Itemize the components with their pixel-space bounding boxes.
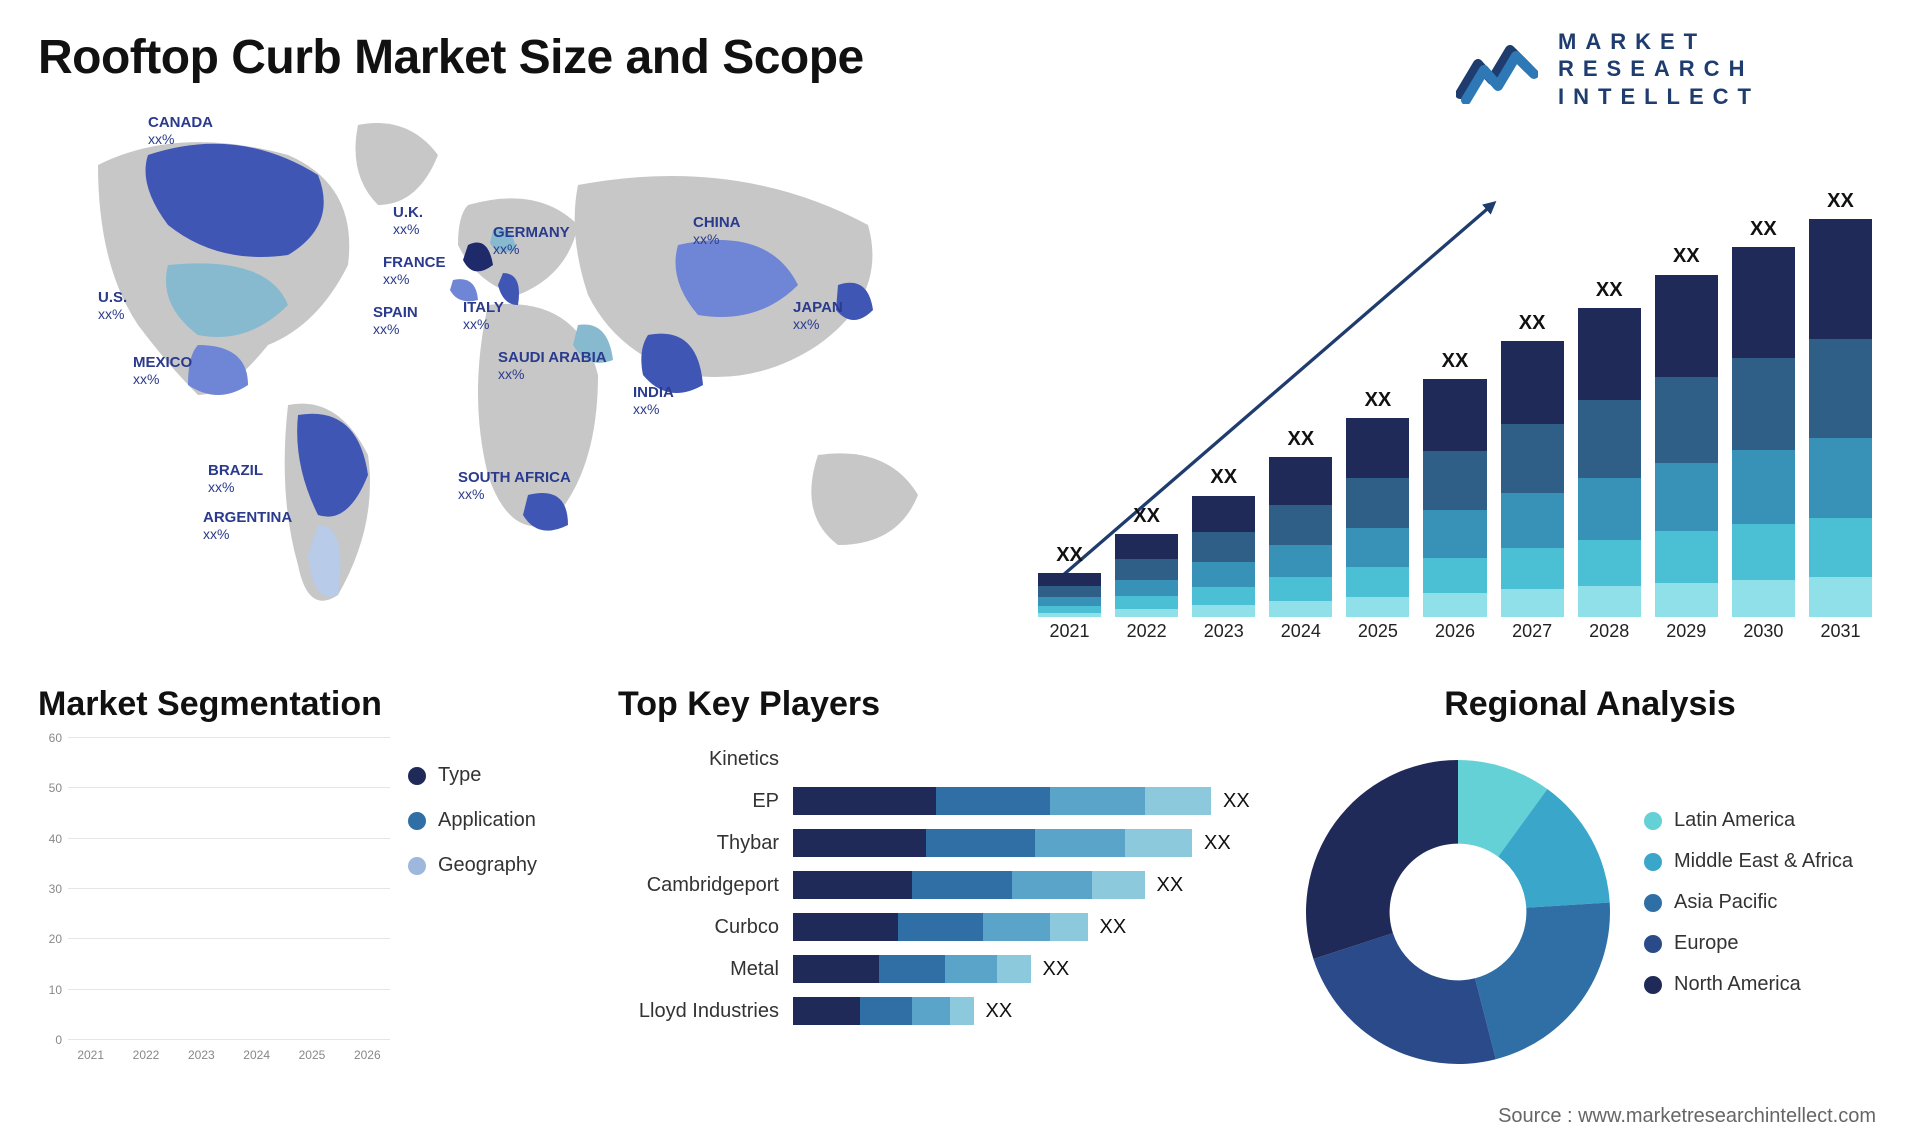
map-label-india: INDIAxx% [633, 385, 674, 417]
regional-legend-asia-pacific: Asia Pacific [1644, 891, 1882, 914]
regional-panel: Regional Analysis Latin America Middle Ea… [1298, 685, 1882, 1085]
segmentation-chart: 0102030405060 202120222023202420252026 [38, 738, 390, 1068]
growth-chart-panel: XXXXXXXXXXXXXXXXXXXXXX 20212022202320242… [1038, 95, 1882, 655]
growth-bar-2024: XX [1269, 175, 1332, 617]
map-label-argentina: ARGENTINAxx% [203, 510, 292, 542]
growth-xaxis-2031: 2031 [1809, 617, 1872, 645]
growth-xaxis-2026: 2026 [1423, 617, 1486, 645]
logo-line-1: MARKET [1558, 28, 1760, 56]
segmentation-legend-geography: Geography [408, 854, 588, 877]
growth-xaxis-2024: 2024 [1269, 617, 1332, 645]
segmentation-title: Market Segmentation [38, 685, 588, 724]
player-row-ep: EPXX [618, 780, 1268, 822]
map-label-brazil: BRAZILxx% [208, 463, 263, 495]
regional-legend-latin-america: Latin America [1644, 809, 1882, 832]
growth-xaxis-2022: 2022 [1115, 617, 1178, 645]
growth-xaxis-2030: 2030 [1732, 617, 1795, 645]
growth-xaxis-2023: 2023 [1192, 617, 1255, 645]
growth-bar-2029: XX [1655, 175, 1718, 617]
growth-bar-2028: XX [1578, 175, 1641, 617]
growth-bar-2027: XX [1501, 175, 1564, 617]
map-label-south-africa: SOUTH AFRICAxx% [458, 470, 571, 502]
segmentation-panel: Market Segmentation 0102030405060 202120… [38, 685, 588, 1085]
donut-slice-asia-pacific [1475, 902, 1610, 1059]
regional-title: Regional Analysis [1298, 685, 1882, 724]
player-row-thybar: ThybarXX [618, 822, 1268, 864]
regional-donut [1298, 752, 1618, 1072]
regional-legend: Latin America Middle East & Africa Asia Pa… [1644, 809, 1882, 1014]
segmentation-bars [68, 738, 390, 1040]
growth-xaxis: 2021 2022 2023 2024 2025 2026 2027 2028 2029 2030… [1038, 617, 1872, 645]
source-label: Source : www.marketresearchintellect.com [1498, 1105, 1876, 1128]
regional-legend-north-america: North America [1644, 973, 1882, 996]
growth-bar-2023: XX [1192, 175, 1255, 617]
key-players-panel: Top Key Players KineticsEPXXThybarXXCamb… [618, 685, 1268, 1085]
map-label-saudi-arabia: SAUDI ARABIAxx% [498, 350, 607, 382]
map-label-japan: JAPANxx% [793, 300, 843, 332]
world-map-panel: CANADAxx% U.S.xx% MEXICOxx% BRAZILxx% ARGENT… [38, 95, 998, 655]
key-players-title: Top Key Players [618, 685, 1268, 724]
segmentation-legend-application: Application [408, 809, 588, 832]
growth-xaxis-2028: 2028 [1578, 617, 1641, 645]
growth-bar-2021: XX [1038, 175, 1101, 617]
logo-line-2: RESEARCH [1558, 55, 1760, 83]
growth-bar-2031: XX [1809, 175, 1872, 617]
map-label-mexico: MEXICOxx% [133, 355, 192, 387]
growth-bar-2030: XX [1732, 175, 1795, 617]
growth-bar-2022: XX [1115, 175, 1178, 617]
map-label-canada: CANADAxx% [148, 115, 213, 147]
segmentation-legend: Type Application Geography [408, 738, 588, 1068]
growth-bar-2026: XX [1423, 175, 1486, 617]
map-label-china: CHINAxx% [693, 215, 741, 247]
growth-bars: XXXXXXXXXXXXXXXXXXXXXX [1038, 175, 1872, 617]
player-row-metal: MetalXX [618, 948, 1268, 990]
map-label-u-k-: U.K.xx% [393, 205, 423, 237]
regional-legend-middle-east-africa: Middle East & Africa [1644, 850, 1882, 873]
donut-slice-north-america [1306, 760, 1458, 959]
segmentation-xaxis: 202120222023202420252026 [68, 1044, 390, 1068]
map-label-u-s-: U.S.xx% [98, 290, 127, 322]
map-label-france: FRANCExx% [383, 255, 446, 287]
player-row-cambridgeport: CambridgeportXX [618, 864, 1268, 906]
map-label-italy: ITALYxx% [463, 300, 504, 332]
logo-mark-icon [1456, 34, 1538, 104]
segmentation-yaxis: 0102030405060 [38, 738, 66, 1040]
segmentation-legend-type: Type [408, 764, 588, 787]
map-label-spain: SPAINxx% [373, 305, 418, 337]
player-row-lloyd-industries: Lloyd IndustriesXX [618, 990, 1268, 1032]
growth-bar-2025: XX [1346, 175, 1409, 617]
regional-legend-europe: Europe [1644, 932, 1882, 955]
growth-xaxis-2021: 2021 [1038, 617, 1101, 645]
growth-xaxis-2027: 2027 [1501, 617, 1564, 645]
map-label-germany: GERMANYxx% [493, 225, 570, 257]
key-players-rows: KineticsEPXXThybarXXCambridgeportXXCurbc… [618, 738, 1268, 1032]
player-row-curbco: CurbcoXX [618, 906, 1268, 948]
donut-slice-europe [1313, 933, 1495, 1064]
growth-xaxis-2025: 2025 [1346, 617, 1409, 645]
growth-xaxis-2029: 2029 [1655, 617, 1718, 645]
player-row-kinetics: Kinetics [618, 738, 1268, 780]
